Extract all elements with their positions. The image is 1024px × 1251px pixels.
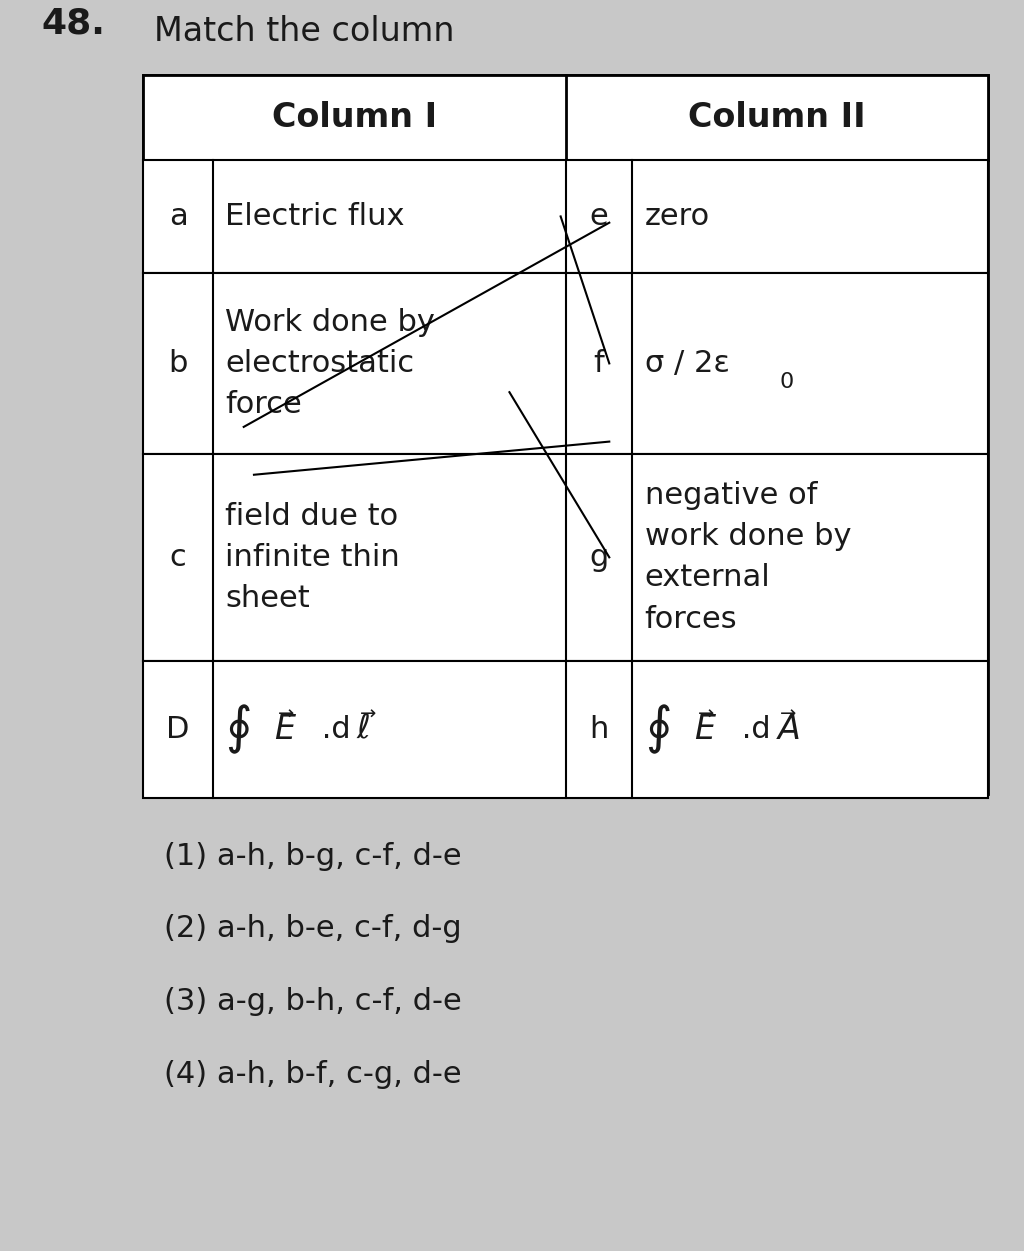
Text: zero: zero: [645, 201, 710, 231]
Text: g: g: [590, 543, 608, 572]
Text: $\rightarrow$: $\rightarrow$: [274, 702, 296, 722]
Text: $A$: $A$: [776, 713, 800, 746]
Text: .d: .d: [731, 714, 770, 744]
Text: Column II: Column II: [688, 101, 865, 134]
Text: σ / 2ε: σ / 2ε: [645, 349, 729, 378]
Text: external: external: [645, 563, 770, 593]
Bar: [143, 75, 988, 160]
Text: 48.: 48.: [41, 6, 104, 40]
Text: infinite thin: infinite thin: [225, 543, 400, 572]
Text: work done by: work done by: [645, 522, 851, 552]
Text: a: a: [169, 201, 187, 231]
Bar: [143, 273, 988, 454]
Text: $\rightarrow$: $\rightarrow$: [776, 702, 797, 722]
Text: $\oint$: $\oint$: [225, 703, 251, 756]
Bar: [143, 661, 988, 798]
Text: D: D: [167, 714, 189, 744]
Text: $E$: $E$: [274, 713, 297, 746]
Text: force: force: [225, 390, 302, 419]
Text: $\ell$: $\ell$: [356, 713, 371, 746]
Text: forces: forces: [645, 604, 737, 634]
Text: b: b: [169, 349, 187, 378]
Text: (4) a-h, b-f, c-g, d-e: (4) a-h, b-f, c-g, d-e: [164, 1060, 462, 1088]
Text: $E$: $E$: [694, 713, 717, 746]
Text: e: e: [590, 201, 608, 231]
Text: c: c: [170, 543, 186, 572]
Text: h: h: [590, 714, 608, 744]
Text: negative of: negative of: [645, 480, 817, 510]
Text: $\rightarrow$: $\rightarrow$: [356, 702, 378, 722]
Text: f: f: [594, 349, 604, 378]
Text: .d: .d: [312, 714, 351, 744]
Text: $\oint$: $\oint$: [645, 703, 671, 756]
Bar: [143, 454, 988, 661]
Text: Electric flux: Electric flux: [225, 201, 404, 231]
Text: (1) a-h, b-g, c-f, d-e: (1) a-h, b-g, c-f, d-e: [164, 842, 462, 871]
Text: $\rightarrow$: $\rightarrow$: [694, 702, 715, 722]
Text: Work done by: Work done by: [225, 308, 435, 337]
Text: Match the column: Match the column: [154, 15, 454, 48]
Text: field due to: field due to: [225, 502, 398, 530]
Text: Column I: Column I: [272, 101, 437, 134]
Text: sheet: sheet: [225, 584, 310, 613]
Bar: [143, 160, 988, 273]
Text: (2) a-h, b-e, c-f, d-g: (2) a-h, b-e, c-f, d-g: [164, 914, 462, 943]
Text: electrostatic: electrostatic: [225, 349, 415, 378]
Bar: [143, 75, 988, 794]
Text: (3) a-g, b-h, c-f, d-e: (3) a-g, b-h, c-f, d-e: [164, 987, 462, 1016]
Text: 0: 0: [780, 373, 794, 392]
